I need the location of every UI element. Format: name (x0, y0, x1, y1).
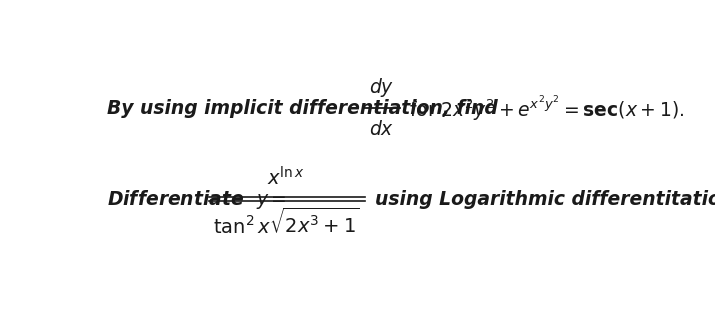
Text: $\tan^2 x\sqrt{2x^3+1}$: $\tan^2 x\sqrt{2x^3+1}$ (212, 208, 360, 238)
Text: using Logarithmic differentitation.: using Logarithmic differentitation. (375, 190, 715, 209)
Text: $x^{\ln x}$: $x^{\ln x}$ (267, 166, 305, 190)
Text: By using implicit differentiation, find: By using implicit differentiation, find (107, 99, 498, 118)
Text: $\mathit{dy}$: $\mathit{dy}$ (370, 76, 395, 99)
Text: Differentiate  $y=$: Differentiate $y=$ (107, 188, 287, 211)
Text: for $2x^2y^2+e^{x^2y^2}=\mathbf{sec}(x+1).$: for $2x^2y^2+e^{x^2y^2}=\mathbf{sec}(x+1… (408, 94, 684, 122)
Text: $\mathit{dx}$: $\mathit{dx}$ (370, 120, 395, 139)
